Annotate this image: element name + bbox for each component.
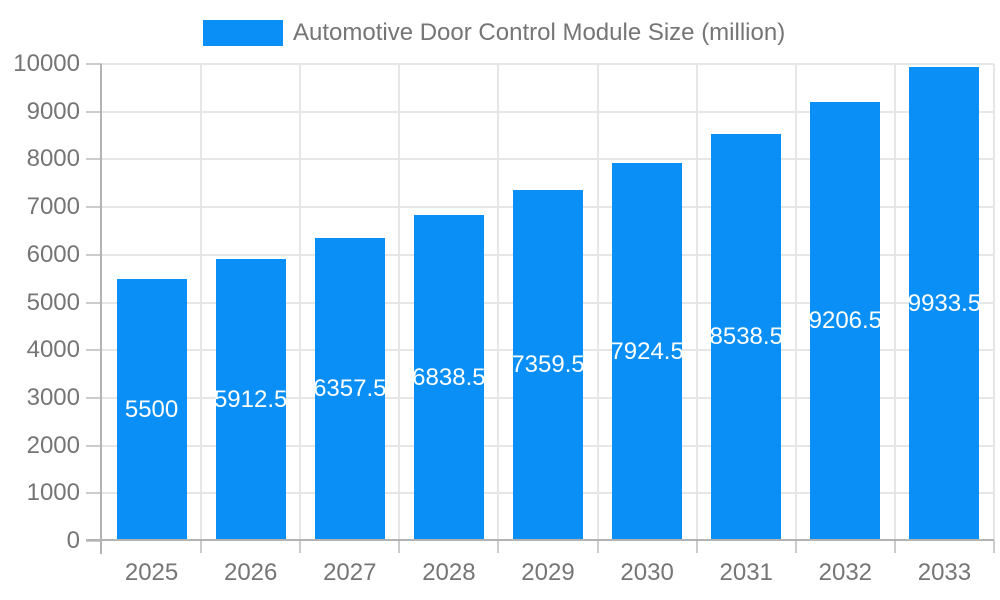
legend-swatch: [203, 20, 283, 46]
v-gridline: [794, 64, 797, 541]
x-axis-tick-label: 2028: [422, 559, 476, 586]
bar-2027[interactable]: [314, 237, 385, 541]
x-axis-tick-label: 2032: [818, 559, 873, 586]
x-tick-mark: [497, 541, 500, 553]
plot-area: 5500 5912.5 6357.5 6838.5 7359.5 7924.5 8538.5…: [102, 63, 995, 541]
x-tick-mark: [200, 541, 203, 553]
bar-2030[interactable]: [612, 163, 683, 541]
bar-value-label: 6838.5: [412, 363, 486, 391]
bar-2033[interactable]: [909, 67, 980, 541]
x-axis-tick-label: 2030: [620, 559, 674, 586]
x-tick-mark: [299, 541, 302, 553]
x-axis-tick-label: 2027: [323, 559, 377, 586]
y-axis-tick-label: 2000: [26, 431, 80, 459]
y-tick-mark: [86, 444, 102, 447]
y-axis-tick-label: 9000: [26, 97, 80, 125]
x-axis-tick-label: 2026: [223, 559, 278, 586]
bar-2031[interactable]: [711, 133, 782, 541]
v-gridline: [200, 64, 203, 541]
bar-2032[interactable]: [810, 101, 881, 541]
h-gridline: [102, 158, 994, 161]
y-tick-mark: [86, 492, 102, 495]
v-gridline: [695, 64, 698, 541]
bar-value-label: 9206.5: [808, 307, 883, 335]
y-axis-tick-label: 1000: [26, 479, 80, 507]
bar-2028[interactable]: [413, 214, 484, 541]
v-gridline: [596, 64, 599, 541]
y-tick-mark: [86, 110, 102, 113]
bar-value-label: 8538.5: [709, 323, 783, 351]
bar-value-label: 7924.5: [610, 338, 684, 365]
v-gridline: [993, 64, 995, 541]
y-axis-tick-label: 6000: [26, 240, 80, 268]
y-tick-mark: [86, 349, 102, 352]
bar-value-label: 5912.5: [213, 385, 288, 413]
x-axis-tick-label: 2029: [521, 559, 575, 586]
y-axis-tick-label: 4000: [26, 336, 80, 364]
y-axis-tick-label: 10000: [13, 50, 80, 77]
h-gridline: [102, 110, 994, 113]
h-gridline: [102, 63, 994, 65]
y-tick-mark: [86, 396, 102, 399]
y-tick-mark: [86, 253, 102, 256]
x-tick-mark: [993, 541, 995, 553]
y-tick-mark: [86, 206, 102, 209]
y-axis-tick-label: 8000: [26, 145, 80, 173]
x-axis-line: [86, 539, 994, 541]
x-tick-mark: [596, 541, 599, 553]
x-tick-mark: [398, 541, 401, 553]
y-axis-tick-label: 3000: [26, 383, 80, 411]
v-gridline: [893, 64, 896, 541]
y-tick-mark: [86, 540, 102, 542]
v-gridline: [398, 64, 401, 541]
v-gridline: [497, 64, 500, 541]
x-axis-tick-label: 2025: [124, 559, 179, 586]
bar-2026[interactable]: [215, 258, 286, 541]
bar-2029[interactable]: [513, 189, 583, 541]
y-axis-line: [100, 64, 102, 554]
y-axis-tick-label: 5000: [26, 288, 80, 316]
x-tick-mark: [893, 541, 896, 553]
v-gridline: [299, 64, 302, 541]
x-axis-tick-label: 2031: [719, 559, 773, 586]
bar-2025[interactable]: [116, 278, 187, 541]
bar-value-label: 7359.5: [511, 351, 585, 379]
bar-value-label: 5500: [124, 395, 179, 423]
x-axis-tick-label: 2033: [917, 559, 972, 586]
y-tick-mark: [86, 63, 102, 65]
legend-label: Automotive Door Control Module Size (mil…: [293, 19, 786, 46]
bar-value-label: 6357.5: [313, 375, 387, 403]
x-tick-mark: [695, 541, 698, 553]
legend: Automotive Door Control Module Size (mil…: [203, 19, 786, 46]
y-tick-mark: [86, 301, 102, 304]
bar-value-label: 9933.5: [907, 290, 982, 318]
y-axis-tick-label: 0: [66, 527, 80, 554]
x-tick-mark: [794, 541, 797, 553]
y-tick-mark: [86, 158, 102, 161]
y-axis-tick-label: 7000: [26, 193, 80, 221]
